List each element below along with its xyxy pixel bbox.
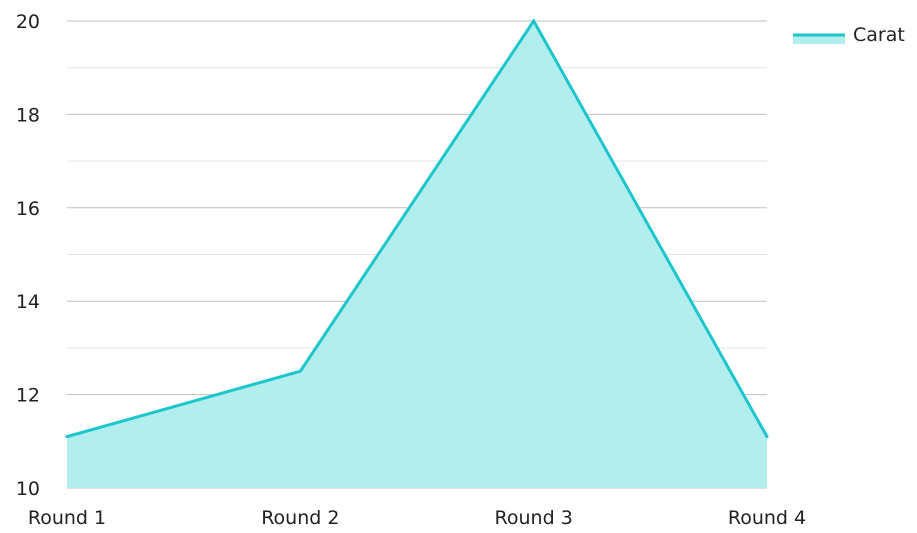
y-tick-label: 12 [16,385,40,407]
legend-label: Carat [853,24,905,46]
x-tick-label: Round 2 [261,507,339,529]
data-point [298,369,302,373]
x-axis: Round 1 Round 2 Round 3 Round 4 [28,507,806,529]
x-tick-label: Round 3 [495,507,573,529]
legend-swatch-fill [793,35,845,44]
x-tick-label: Round 4 [728,507,806,529]
series-line [66,18,769,439]
area-fill [67,21,767,488]
y-axis: 10 12 14 16 18 20 [16,11,40,500]
data-point [65,435,69,439]
legend: Carat [793,24,905,46]
y-tick-label: 18 [16,104,40,126]
y-tick-label: 14 [16,291,40,313]
x-tick-label: Round 1 [28,507,106,529]
data-point [532,19,536,23]
series-layer [65,18,769,488]
y-tick-label: 10 [16,478,40,500]
data-point [765,435,769,439]
y-tick-label: 16 [16,198,40,220]
y-tick-label: 20 [16,11,40,33]
